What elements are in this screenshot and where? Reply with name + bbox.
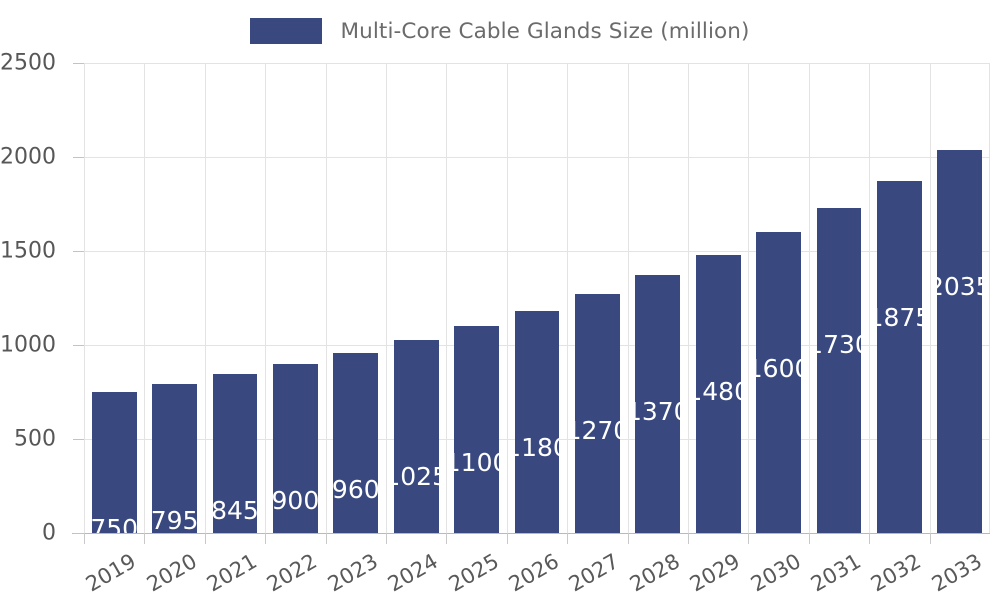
x-tick-mark [748, 533, 749, 544]
bar[interactable]: 1270 [574, 294, 620, 533]
bar-value-label: 1875 [877, 302, 922, 332]
legend-label: Multi-Core Cable Glands Size (million) [340, 18, 750, 44]
bar-value-label: 1730 [817, 329, 862, 359]
bar[interactable]: 845 [212, 374, 258, 533]
gridline-vertical [446, 63, 447, 533]
gridline-vertical [567, 63, 568, 533]
bar[interactable]: 2035 [937, 150, 983, 533]
bar-value-label: 795 [152, 505, 198, 533]
gridline-vertical [326, 63, 327, 533]
gridline-vertical [84, 63, 85, 533]
x-tick-mark [930, 533, 931, 544]
x-tick-mark [507, 533, 508, 544]
y-tick-label: 2000 [0, 144, 56, 170]
x-tick-mark [446, 533, 447, 544]
gridline-vertical [869, 63, 870, 533]
y-tick-mark [73, 533, 84, 534]
y-tick-label: 1000 [0, 332, 56, 358]
x-tick-mark [628, 533, 629, 544]
bar-value-label: 1480 [696, 376, 741, 406]
plot-area: 750 795 845 900 960 1025 1100 1180 1270 1370 1480 1… [72, 63, 990, 597]
x-tick-mark [265, 533, 266, 544]
y-tick-mark [73, 157, 84, 158]
bar-value-label: 1180 [515, 433, 560, 463]
gridline-vertical [930, 63, 931, 533]
bar[interactable]: 795 [152, 383, 198, 533]
gridline-vertical [628, 63, 629, 533]
bar-value-label: 960 [333, 474, 379, 504]
gridline-horizontal [84, 251, 990, 252]
chart-legend: Multi-Core Cable Glands Size (million) [0, 12, 1000, 50]
x-tick-mark [326, 533, 327, 544]
bar-value-label: 2035 [937, 272, 982, 302]
bar[interactable]: 1025 [393, 340, 439, 533]
bar[interactable]: 1370 [635, 275, 681, 533]
bar-value-label: 1600 [756, 354, 801, 384]
bar[interactable]: 1480 [695, 254, 741, 533]
x-tick-mark [809, 533, 810, 544]
gridline-vertical [748, 63, 749, 533]
x-tick-mark [144, 533, 145, 544]
x-axis-line [72, 533, 990, 534]
bar[interactable]: 1100 [454, 326, 500, 533]
x-tick-mark [567, 533, 568, 544]
gridline-horizontal [84, 157, 990, 158]
y-tick-label: 0 [42, 520, 56, 546]
bar-chart: Multi-Core Cable Glands Size (million) 7… [0, 12, 1000, 597]
gridline-horizontal [84, 63, 990, 64]
y-tick-mark [73, 345, 84, 346]
gridline-vertical [507, 63, 508, 533]
gridline-vertical [809, 63, 810, 533]
bar-value-label: 1270 [575, 416, 620, 446]
gridline-vertical [989, 63, 990, 533]
gridline-vertical [144, 63, 145, 533]
bar[interactable]: 1730 [816, 207, 862, 533]
bar-value-label: 1370 [635, 397, 680, 427]
y-tick-label: 500 [14, 426, 56, 452]
bar-value-label: 845 [212, 496, 258, 526]
bar[interactable]: 960 [333, 352, 379, 533]
x-tick-mark [84, 533, 85, 544]
gridline-vertical [386, 63, 387, 533]
bar[interactable]: 1875 [876, 180, 922, 533]
legend-color-swatch-icon [250, 18, 323, 44]
bar-value-label: 1025 [394, 462, 439, 492]
gridline-vertical [205, 63, 206, 533]
y-tick-label: 1500 [0, 238, 56, 264]
x-tick-mark [205, 533, 206, 544]
y-tick-label: 2500 [0, 50, 56, 76]
gridline-vertical [265, 63, 266, 533]
y-tick-mark [73, 63, 84, 64]
bar[interactable]: 1600 [756, 232, 802, 533]
bar[interactable]: 1180 [514, 311, 560, 533]
bar-value-label: 1100 [454, 448, 499, 478]
bar-value-label: 900 [272, 485, 318, 515]
x-tick-mark [869, 533, 870, 544]
x-tick-mark [688, 533, 689, 544]
bar[interactable]: 750 [91, 392, 137, 533]
x-tick-mark [386, 533, 387, 544]
y-tick-mark [73, 251, 84, 252]
bar-value-label: 750 [91, 514, 137, 533]
bar[interactable]: 900 [272, 363, 318, 533]
gridline-vertical [688, 63, 689, 533]
y-tick-mark [73, 439, 84, 440]
